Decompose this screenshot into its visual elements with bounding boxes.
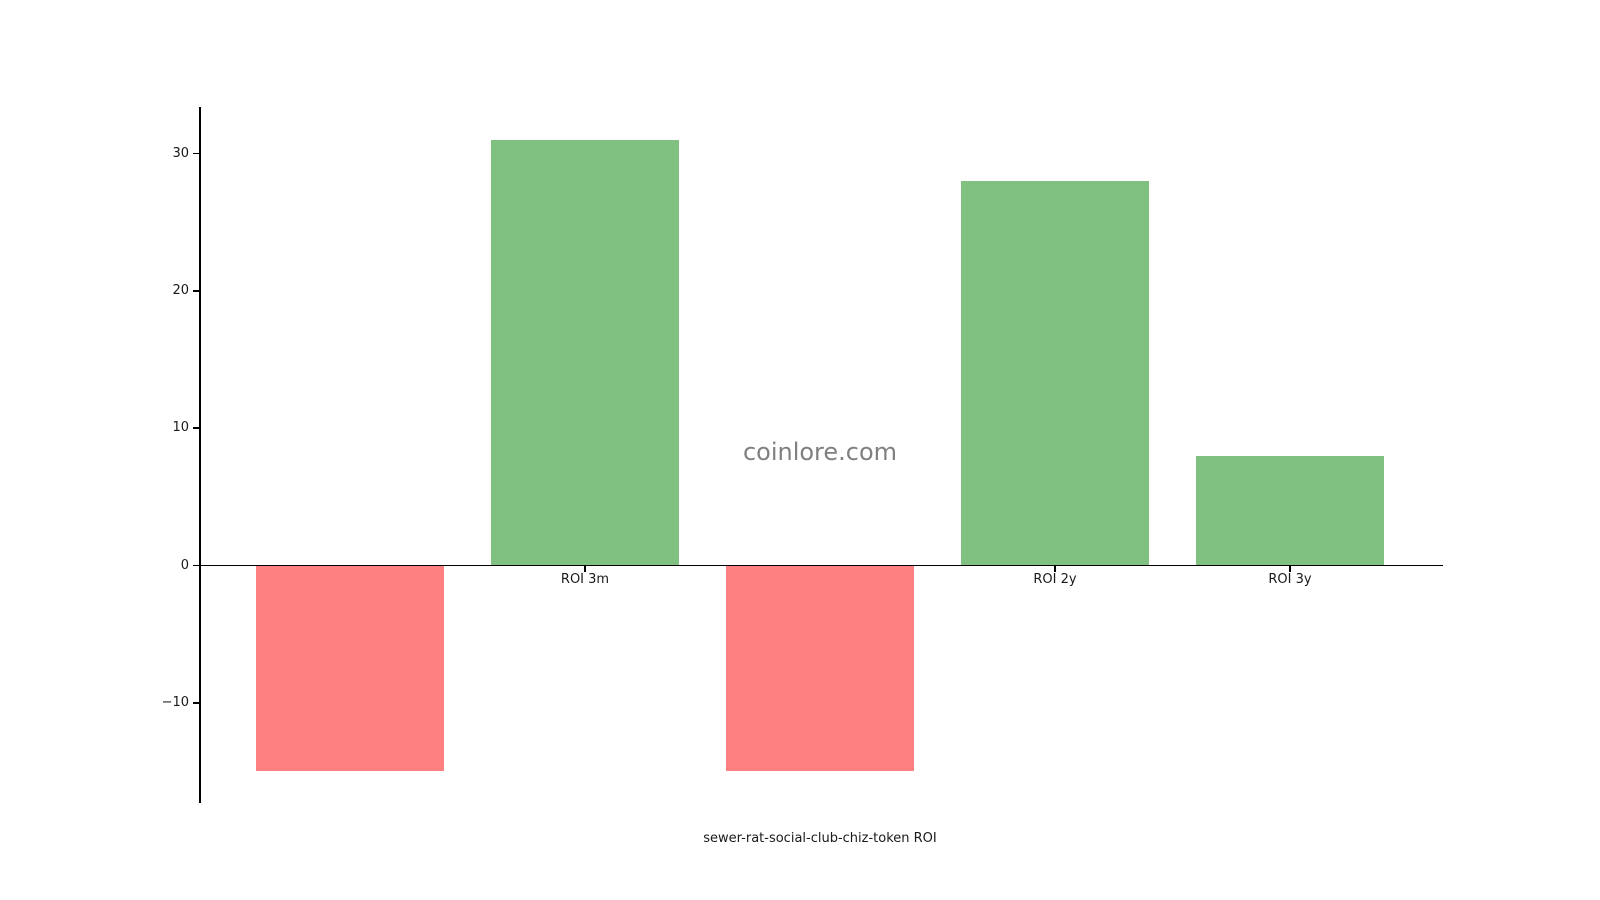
x-tick-mark [584, 565, 586, 572]
y-tick-label: 0 [180, 557, 189, 573]
y-tick-mark [193, 427, 200, 429]
x-tick-label: ROI 2y [1033, 571, 1077, 587]
y-tick-mark [193, 152, 200, 155]
y-tick-mark [193, 564, 200, 567]
y-tick-label: 30 [172, 145, 189, 161]
x-tick-label: ROI 3y [1268, 571, 1312, 587]
bar-roi-3m [491, 139, 679, 566]
x-tick-mark [1289, 565, 1291, 572]
x-tick-mark [1054, 565, 1056, 572]
y-tick-mark [193, 290, 200, 292]
y-tick-mark [193, 702, 200, 704]
bar-roi-2y [961, 181, 1149, 566]
x-tick-label: ROI 3m [560, 571, 610, 587]
y-axis-spine [199, 107, 201, 803]
watermark: coinlore.com [742, 438, 898, 466]
bar-unlabeled-2 [726, 565, 914, 772]
x-axis-line [200, 564, 1443, 567]
y-tick-label: 20 [172, 282, 189, 298]
y-tick-label: 10 [172, 420, 189, 436]
chart-xlabel: sewer-rat-social-club-chiz-token ROI [703, 831, 937, 846]
bar-unlabeled-0 [256, 565, 444, 772]
bar-roi-3y [1196, 455, 1384, 566]
y-tick-label: −10 [161, 694, 189, 710]
